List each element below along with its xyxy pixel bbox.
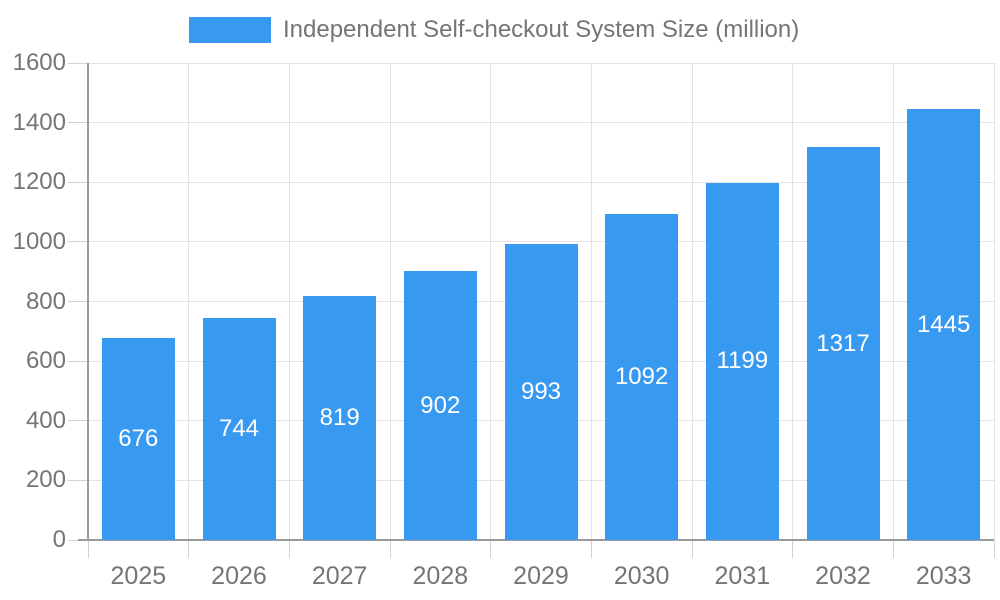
x-axis-tick [993,540,995,558]
x-axis-tick [590,540,592,558]
bar-value-label: 819 [319,403,360,431]
x-axis-tick [288,540,290,558]
v-gridline [188,63,190,540]
bar-value-label: 744 [218,415,260,443]
y-axis-line [87,63,89,540]
x-axis-tick [892,540,894,558]
v-gridline [389,63,391,540]
y-tick-label: 200 [25,466,66,494]
bar-value-label: 993 [520,377,562,405]
y-axis-tick [68,122,88,124]
y-tick-label: 1400 [12,108,66,136]
v-gridline [792,63,794,540]
v-gridline [590,63,592,540]
x-tick-label: 2026 [211,562,267,590]
bar-value-label: 1092 [614,363,669,391]
legend-label: Independent Self-checkout System Size (m… [283,16,800,43]
y-axis-tick [68,301,88,302]
y-axis-tick [68,241,88,243]
bar: 1317 [806,147,880,540]
bar-value-label: 902 [420,391,461,419]
x-axis-tick [188,540,190,558]
h-gridline [88,241,994,243]
x-axis-tick [87,540,89,558]
y-tick-label: 600 [25,347,66,375]
y-axis-tick [68,62,88,64]
v-gridline [993,63,995,540]
bar: 819 [303,295,377,540]
y-axis-tick [68,181,88,183]
bar: 902 [403,271,477,540]
x-axis-line [78,539,994,541]
x-axis-tick [490,540,492,558]
bar: 744 [202,318,276,540]
bar-value-label: 676 [118,425,159,453]
bar-value-label: 1317 [816,329,870,357]
x-tick-label: 2028 [412,562,469,590]
bar-value-label: 1199 [716,347,769,375]
v-gridline [892,63,894,540]
y-axis-tick [68,420,88,422]
x-tick-label: 2033 [915,562,972,590]
v-gridline [691,63,693,540]
bar: 1445 [907,109,981,540]
legend: Independent Self-checkout System Size (m… [189,16,799,44]
h-gridline [88,62,994,64]
bar: 1092 [605,214,679,540]
y-tick-label: 1200 [12,168,66,196]
y-tick-label: 0 [52,526,66,553]
bar: 993 [504,243,578,540]
y-tick-label: 800 [25,287,66,315]
bar-value-label: 1445 [916,310,971,338]
v-gridline [288,63,290,540]
x-tick-label: 2025 [110,562,167,590]
y-tick-label: 400 [25,406,66,434]
bar: 676 [101,338,175,540]
x-tick-label: 2031 [714,562,771,590]
legend-swatch [189,17,271,43]
h-gridline [88,181,994,183]
y-axis-tick [68,360,88,362]
y-tick-label: 1600 [12,49,66,76]
h-gridline [88,122,994,124]
x-tick-label: 2030 [613,562,670,590]
x-axis-tick [691,540,693,558]
x-tick-label: 2029 [513,562,569,590]
x-tick-label: 2032 [815,562,871,590]
y-tick-label: 1000 [12,227,66,255]
bar: 1199 [705,182,779,540]
v-gridline [490,63,492,540]
x-tick-label: 2027 [311,562,368,590]
y-axis-tick [68,479,88,481]
x-axis-tick [792,540,794,558]
x-axis-tick [389,540,391,558]
